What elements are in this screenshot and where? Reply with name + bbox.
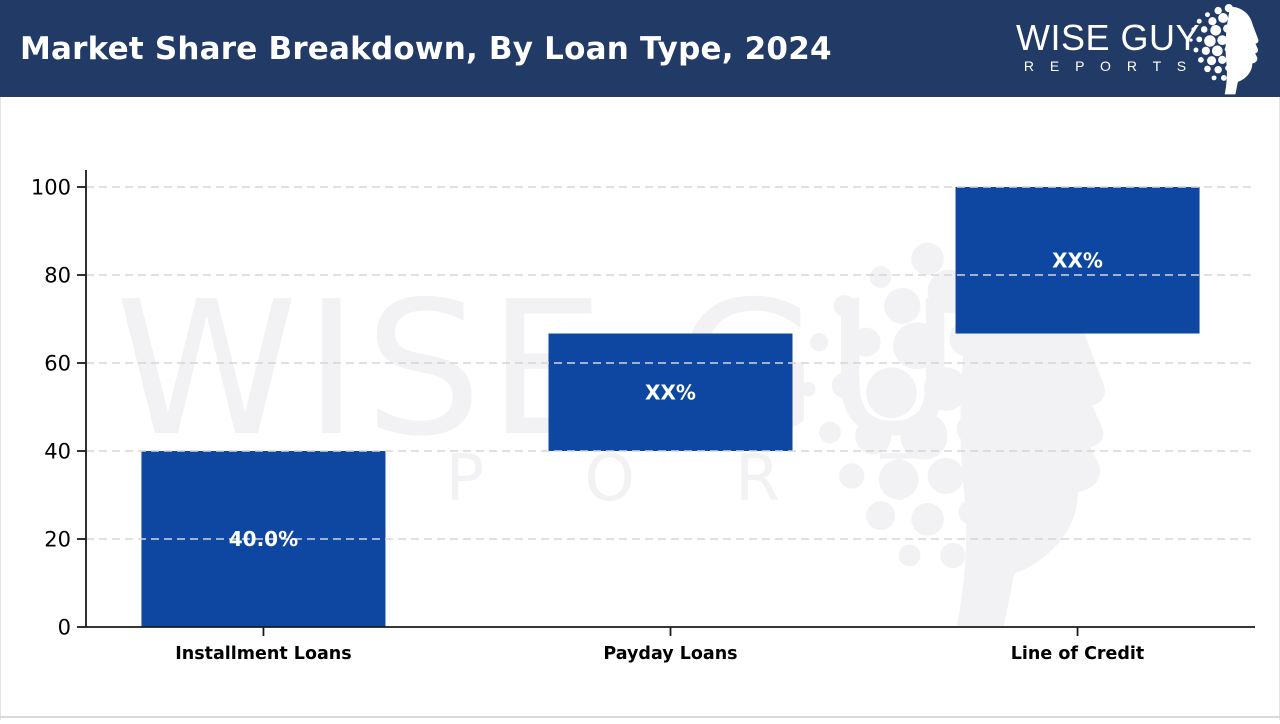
bar-label-installment-loans: 40.0%	[229, 527, 298, 551]
y-tick-label-100: 100	[31, 176, 71, 200]
brand-wordmark: WISE GUY	[1015, 16, 1200, 58]
brand-wordmark-block: WISE GUY R E P O R T S	[1015, 16, 1200, 75]
x-tick-label-line-of-credit: Line of Credit	[1011, 644, 1145, 664]
y-tick-label-0: 0	[58, 616, 71, 640]
bar-label-line-of-credit: XX%	[1052, 248, 1103, 272]
bar-line-of-credit	[955, 187, 1200, 334]
dotted-head-profile-icon	[1186, 4, 1270, 96]
y-tick-label-80: 80	[44, 264, 71, 288]
x-tick-label-payday-loans: Payday Loans	[603, 644, 737, 664]
header: Market Share Breakdown, By Loan Type, 20…	[0, 0, 1280, 97]
y-tick-label-40: 40	[44, 440, 71, 464]
bar-label-payday-loans: XX%	[645, 380, 696, 404]
bar-payday-loans	[548, 333, 793, 451]
page-title: Market Share Breakdown, By Loan Type, 20…	[20, 30, 832, 67]
chart-area: WISE GUY R E P O R T S 0 20 40 60 80 100 Install…	[0, 97, 1280, 720]
y-tick-label-60: 60	[44, 352, 71, 376]
frame-left-border	[0, 97, 1, 720]
brand-subtext: R E P O R T S	[1023, 58, 1193, 75]
frame-bottom-border	[0, 716, 1280, 718]
x-tick-label-installment-loans: Installment Loans	[175, 644, 351, 664]
y-tick-label-20: 20	[44, 528, 71, 552]
brand-logo: WISE GUY R E P O R T S	[1016, 0, 1270, 97]
